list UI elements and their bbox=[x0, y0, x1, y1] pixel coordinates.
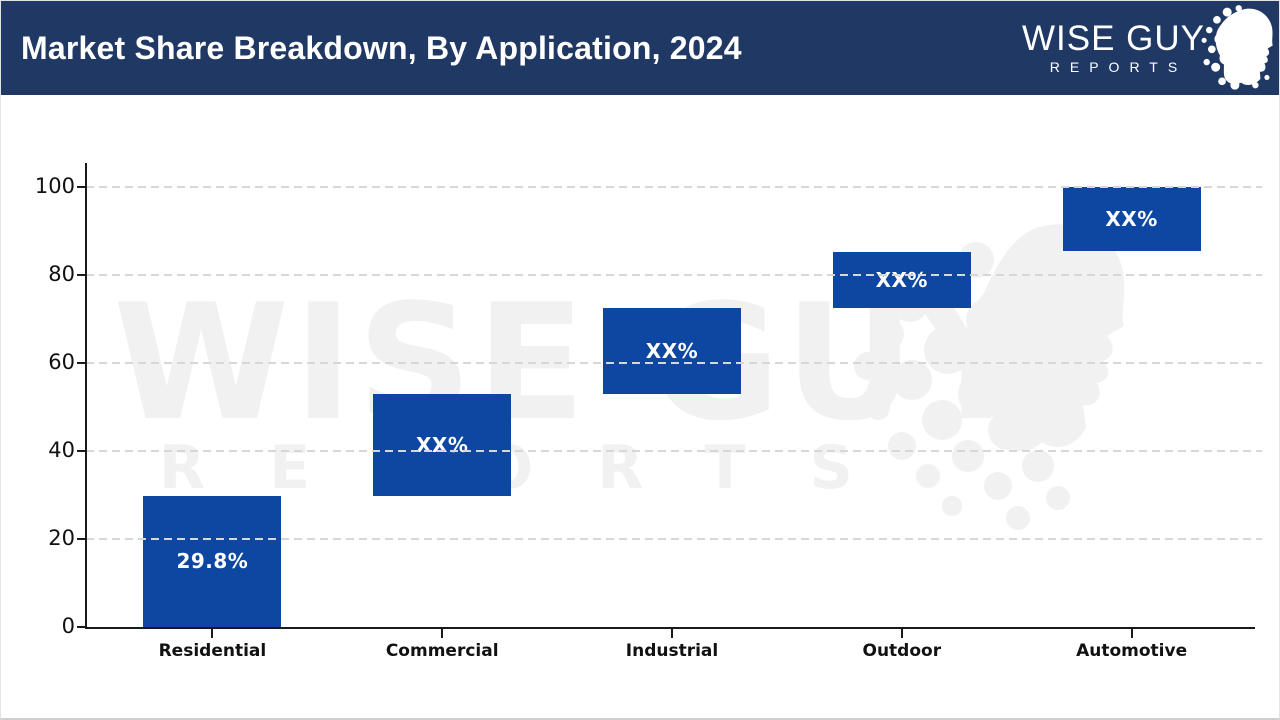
bar: XX% bbox=[832, 252, 971, 308]
x-tick-mark bbox=[211, 629, 214, 638]
header-bar: Market Share Breakdown, By Application, … bbox=[1, 1, 1279, 95]
y-tick-mark bbox=[77, 186, 86, 188]
bar: XX% bbox=[373, 393, 512, 496]
x-tick-mark bbox=[441, 629, 444, 638]
bar-value-label: XX% bbox=[1105, 206, 1158, 231]
y-tick-label: 40 bbox=[48, 438, 75, 462]
y-tick-label: 60 bbox=[48, 350, 75, 374]
gridline bbox=[86, 274, 1262, 276]
x-tick-label: Residential bbox=[158, 641, 267, 661]
gridline bbox=[86, 538, 1262, 540]
y-tick-mark bbox=[77, 274, 86, 276]
y-tick-mark bbox=[77, 450, 86, 452]
y-axis-line bbox=[85, 163, 87, 629]
page-title: Market Share Breakdown, By Application, … bbox=[21, 29, 742, 66]
x-axis-line bbox=[85, 627, 1255, 629]
bar-value-label: 29.8% bbox=[176, 549, 249, 574]
watermark-reports-text: REPORTS bbox=[159, 433, 917, 503]
x-tick-mark bbox=[900, 629, 903, 638]
y-tick-label: 80 bbox=[48, 262, 75, 286]
x-tick-label: Commercial bbox=[385, 641, 499, 661]
bar: XX% bbox=[603, 308, 741, 394]
y-tick-mark bbox=[77, 538, 86, 540]
y-tick-label: 20 bbox=[48, 526, 75, 550]
logo-reports-text: REPORTS bbox=[1049, 59, 1188, 75]
bar-value-label: XX% bbox=[415, 432, 469, 457]
y-tick-label: 100 bbox=[34, 174, 75, 198]
logo-brand-text: WISE GUY bbox=[1021, 19, 1205, 58]
gridline bbox=[86, 362, 1262, 364]
y-tick-mark bbox=[77, 362, 86, 364]
x-tick-label: Industrial bbox=[625, 641, 719, 661]
wiseguy-logo: WISE GUY REPORTS bbox=[1021, 5, 1279, 91]
bar: 29.8% bbox=[143, 495, 282, 627]
x-tick-mark bbox=[1130, 629, 1133, 638]
y-tick-label: 0 bbox=[61, 614, 75, 638]
wiseguy-face-logo-icon bbox=[1201, 5, 1273, 90]
x-tick-mark bbox=[671, 629, 673, 638]
x-tick-label: Automotive bbox=[1076, 641, 1188, 661]
gridline bbox=[86, 186, 1262, 188]
gridline bbox=[86, 450, 1262, 452]
y-tick-mark bbox=[77, 626, 86, 628]
x-tick-label: Outdoor bbox=[862, 641, 942, 661]
bar-value-label: XX% bbox=[875, 268, 928, 293]
bar: XX% bbox=[1062, 187, 1201, 251]
bar-value-label: XX% bbox=[645, 338, 699, 363]
